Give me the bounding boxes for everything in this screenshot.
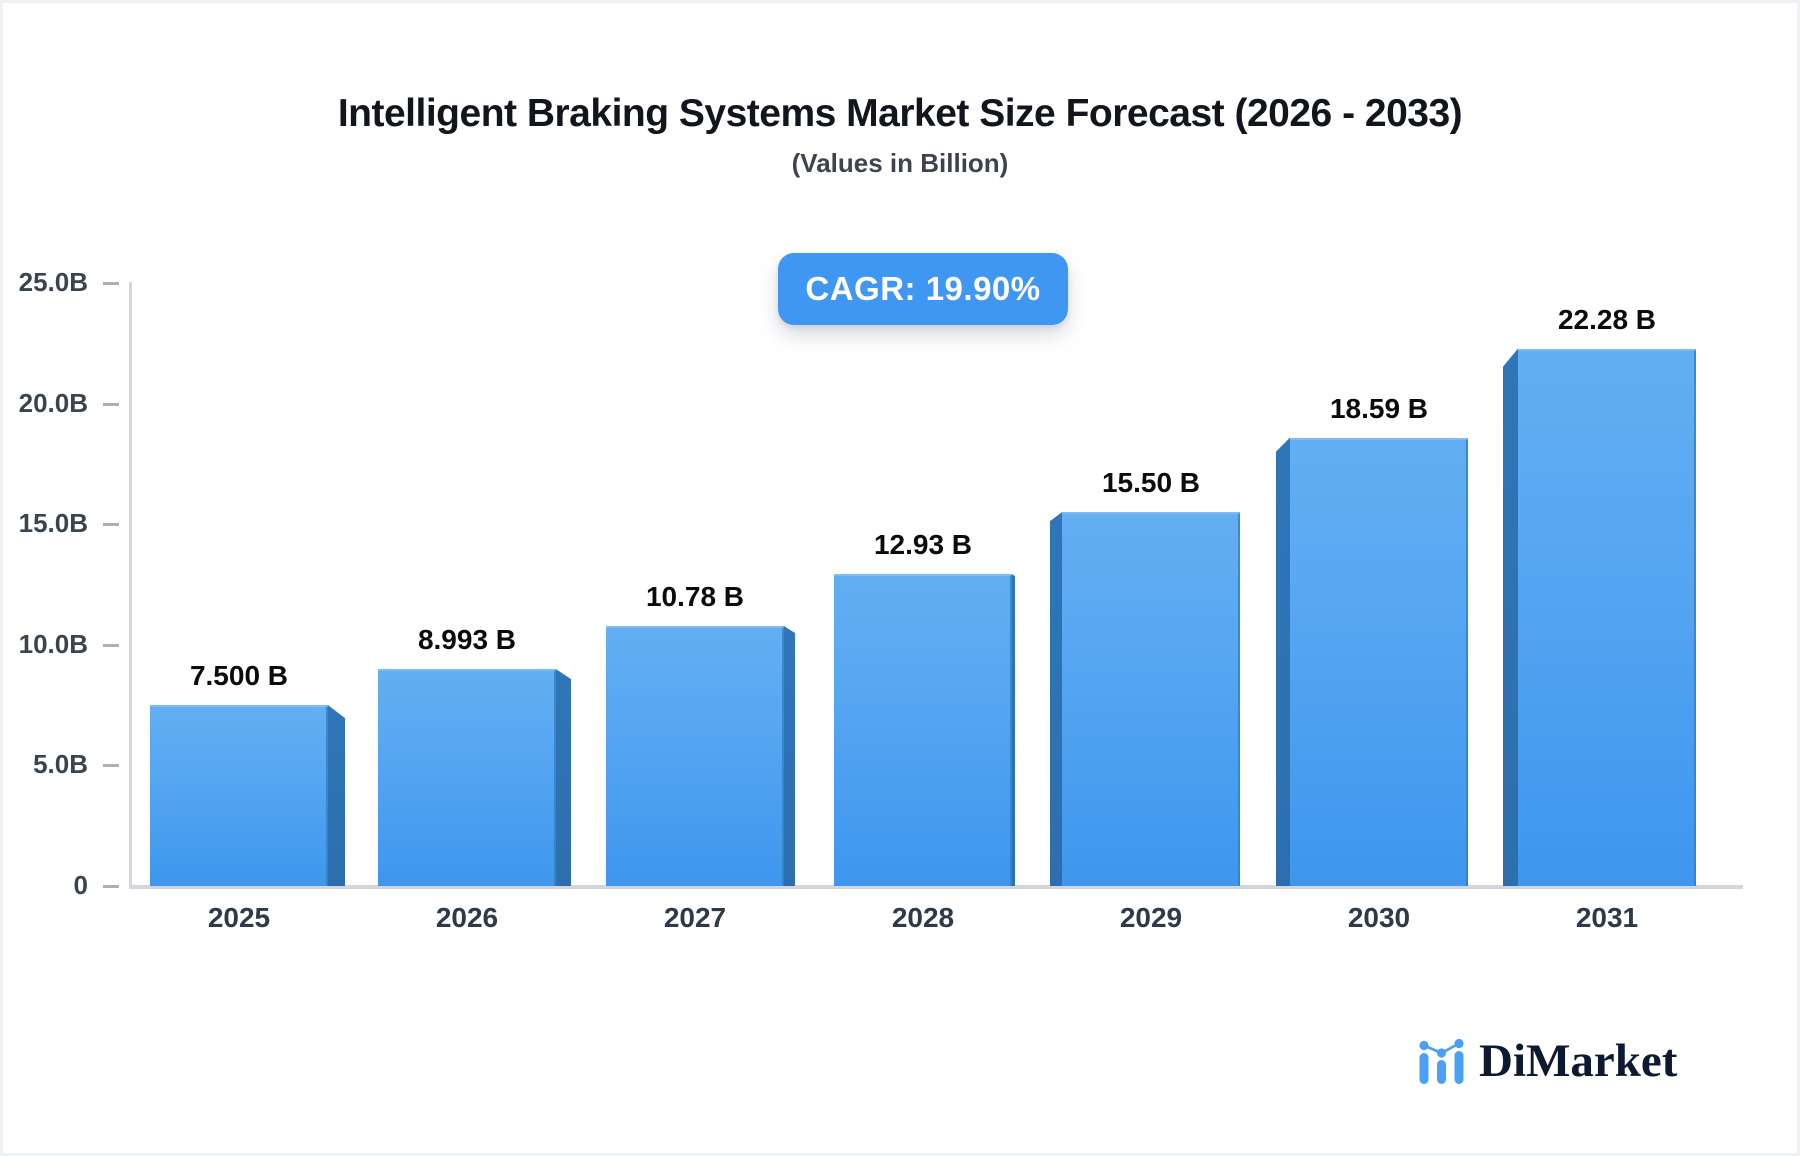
bar-2030[interactable] [1290,437,1468,886]
bar-2026[interactable] [378,669,556,886]
bar-value-label-2025: 7.500 B [189,660,289,692]
bar-2028[interactable] [834,574,1012,886]
bar-side-2031 [1503,348,1518,886]
bar-value-label-2027: 10.78 B [645,580,745,612]
bar-side-2028 [1012,574,1015,886]
y-axis-label: 5.0B [33,749,88,780]
cagr-badge-label: CAGR: 19.90% [805,270,1041,307]
x-axis-label-2030: 2030 [1347,902,1411,933]
y-axis-label: 20.0B [18,387,88,418]
y-axis-tick [103,885,119,888]
bar-value-label-2029: 15.50 B [1101,467,1201,499]
y-axis-tick [103,282,119,285]
bar-side-2030 [1276,437,1290,886]
chart-subtitle: (Values in Billion) [791,148,1009,178]
bar-2025[interactable] [150,705,328,886]
cagr-badge: CAGR: 19.90% [778,253,1068,325]
x-axis-label-2028: 2028 [891,902,955,933]
bar-side-2025 [328,705,345,886]
brand-logo-text: DiMarket [1479,1035,1678,1087]
y-axis-tick [103,764,119,768]
x-axis-label-2026: 2026 [435,902,499,933]
y-axis-line [129,282,132,888]
y-axis-tick [103,402,119,406]
bar-2027[interactable] [606,625,784,886]
x-axis-label-2029: 2029 [1119,902,1183,933]
bar-side-2029 [1050,512,1062,886]
x-axis-line [129,885,1743,889]
y-axis-label: 0 [73,870,88,900]
bar-value-label-2031: 22.28 B [1557,303,1657,335]
x-axis-label-2031: 2031 [1575,902,1639,933]
brand-logo: DiMarket [1418,1038,1677,1085]
x-axis-label-2027: 2027 [663,902,727,933]
y-axis-tick [103,523,119,527]
y-axis-label: 10.0B [18,628,88,659]
bar-side-2026 [556,669,571,886]
chart-title: Intelligent Braking Systems Market Size … [337,92,1463,135]
brand-logo-icon [1419,1039,1464,1084]
bar-value-label-2026: 8.993 B [417,624,517,656]
bar-side-2027 [784,625,795,886]
bar-value-label-2030: 18.59 B [1329,392,1429,424]
y-axis-tick [103,643,119,647]
y-axis-label: 25.0B [18,267,88,297]
bar-2031[interactable] [1518,348,1696,886]
y-axis-label: 15.0B [18,508,88,539]
bar-2029[interactable] [1062,512,1240,886]
bar-value-label-2028: 12.93 B [873,529,973,561]
x-axis-label-2025: 2025 [207,902,271,933]
